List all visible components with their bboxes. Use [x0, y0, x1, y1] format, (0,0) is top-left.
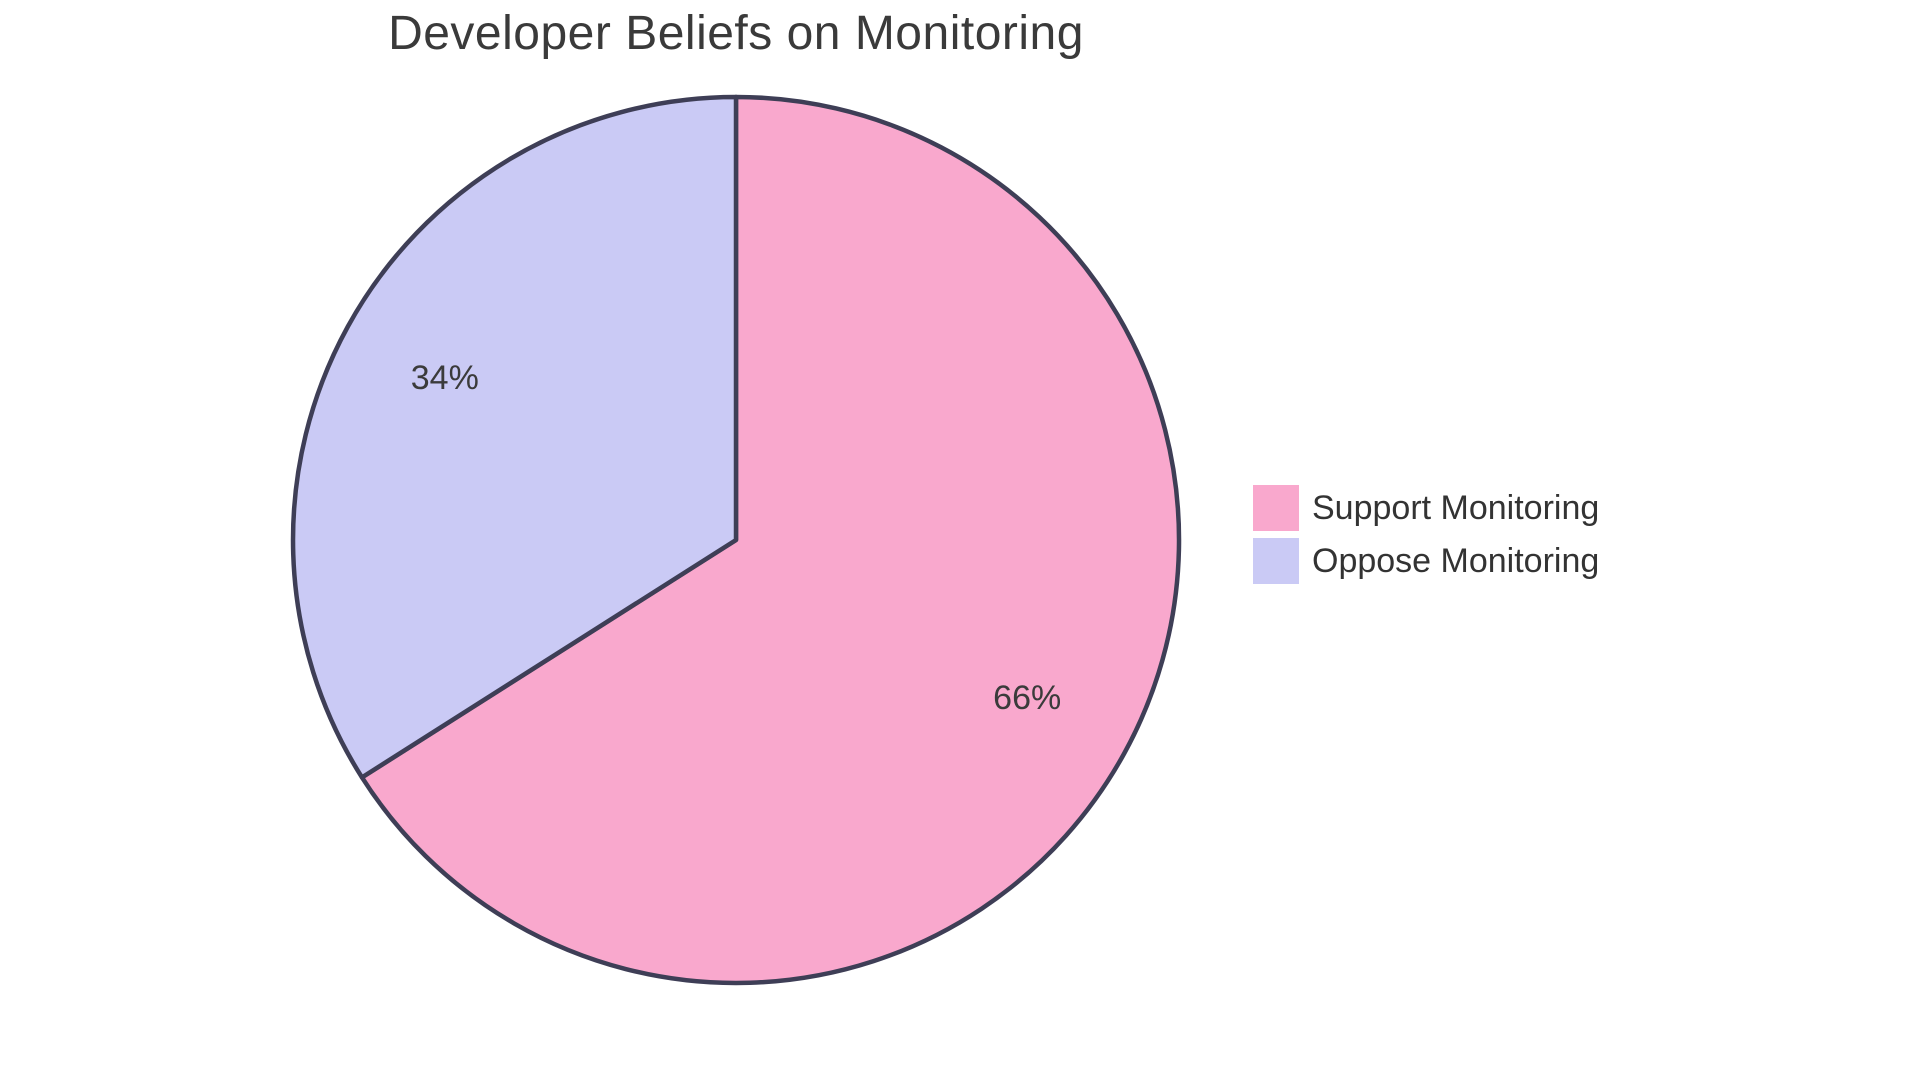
legend-label-support-monitoring: Support Monitoring	[1312, 488, 1600, 527]
legend: Support Monitoring Oppose Monitoring	[1253, 485, 1599, 584]
legend-item-support-monitoring: Support Monitoring	[1253, 485, 1599, 531]
pie-slice-support-monitoring	[359, 94, 1182, 986]
legend-swatch-support-monitoring	[1253, 485, 1299, 531]
slice-percent-label-oppose-monitoring: 34%	[411, 359, 479, 397]
legend-swatch-oppose-monitoring	[1253, 538, 1299, 584]
chart-title: Developer Beliefs on Monitoring	[388, 7, 1084, 60]
legend-label-oppose-monitoring: Oppose Monitoring	[1312, 541, 1600, 580]
pie-slice-oppose-monitoring	[290, 94, 739, 780]
legend-item-oppose-monitoring: Oppose Monitoring	[1253, 538, 1599, 584]
slice-percent-label-support-monitoring: 66%	[993, 679, 1061, 717]
